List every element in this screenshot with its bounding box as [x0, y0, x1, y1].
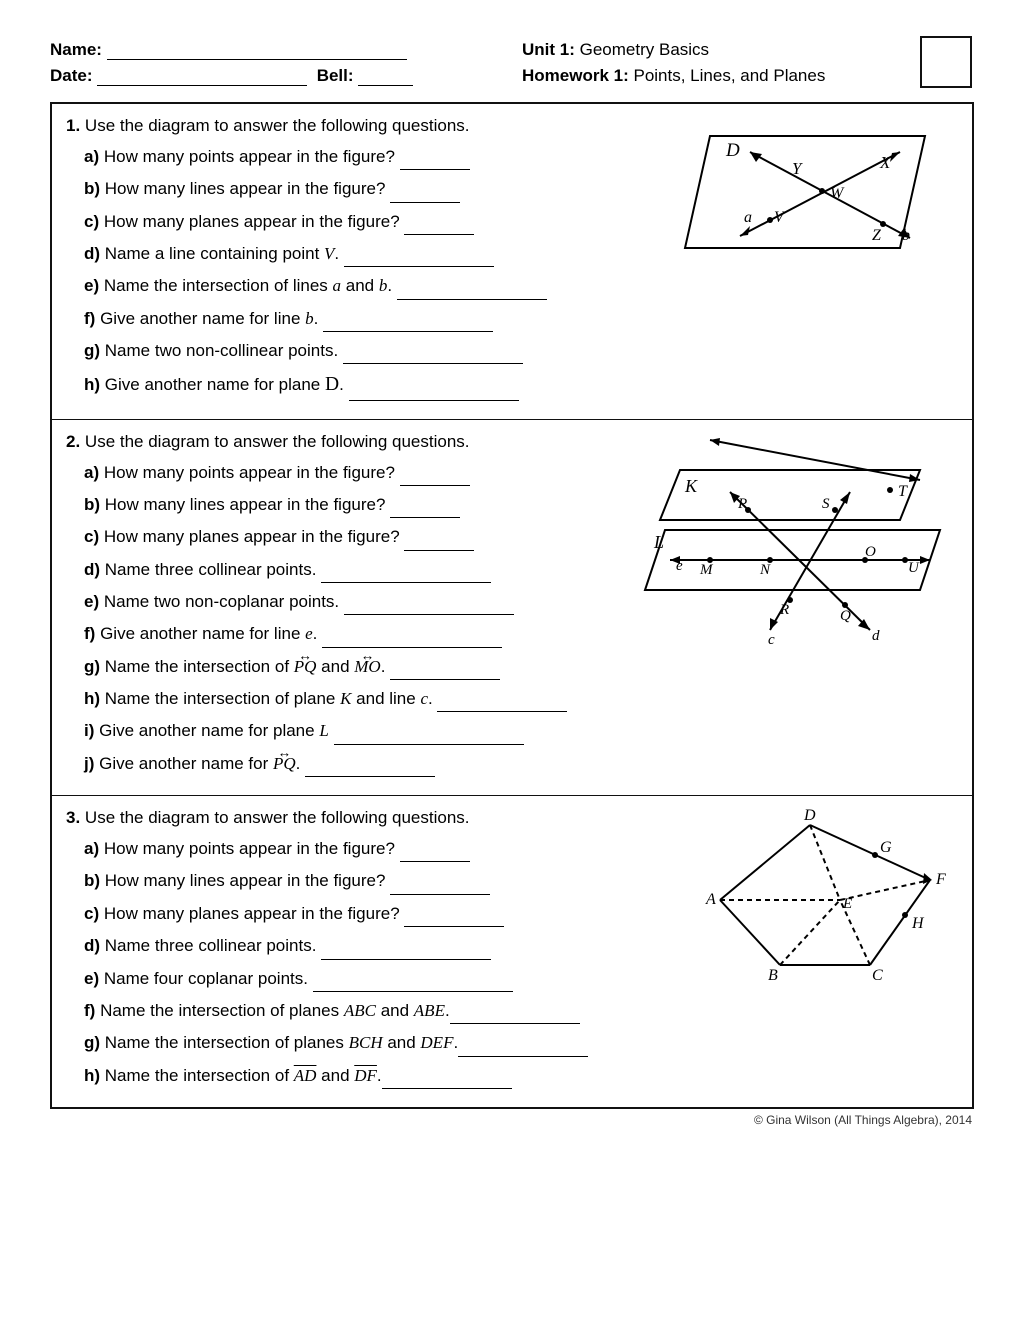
- page-number-box: [920, 36, 972, 88]
- q2-num: 2.: [66, 432, 80, 451]
- q2a-blank[interactable]: [400, 468, 470, 486]
- bell-blank[interactable]: [358, 68, 413, 86]
- q3-num: 3.: [66, 808, 80, 827]
- q1h-blank[interactable]: [349, 383, 519, 401]
- svg-text:G: G: [880, 839, 892, 856]
- q3d-blank[interactable]: [321, 942, 491, 960]
- q2d-blank[interactable]: [321, 565, 491, 583]
- q2f-blank[interactable]: [322, 630, 502, 648]
- svg-text:D: D: [725, 140, 740, 161]
- hw-label: Homework 1:: [522, 66, 629, 85]
- q3e-blank[interactable]: [313, 974, 513, 992]
- q3h-blank[interactable]: [382, 1071, 512, 1089]
- diagram-1: D Y X W V Z a b: [670, 118, 960, 268]
- q1g: Name two non-collinear points.: [105, 341, 338, 360]
- svg-text:a: a: [744, 209, 752, 226]
- svg-text:Z: Z: [872, 227, 882, 244]
- name-label: Name:: [50, 40, 102, 59]
- svg-text:Q: Q: [840, 608, 851, 624]
- svg-text:X: X: [879, 153, 891, 172]
- diagram-3: A B C D E F G H: [680, 800, 960, 1000]
- bell-label: Bell:: [317, 66, 354, 85]
- q3b-blank[interactable]: [390, 877, 490, 895]
- svg-text:O: O: [865, 544, 876, 560]
- svg-text:V: V: [774, 209, 786, 226]
- q2i-blank[interactable]: [334, 727, 524, 745]
- q1e-blank[interactable]: [397, 282, 547, 300]
- unit-label: Unit 1:: [522, 40, 575, 59]
- svg-text:B: B: [768, 967, 778, 984]
- q1g-blank[interactable]: [343, 346, 523, 364]
- svg-text:P: P: [737, 496, 747, 512]
- date-blank[interactable]: [97, 68, 307, 86]
- svg-text:U: U: [908, 560, 920, 576]
- q2b-blank[interactable]: [390, 500, 460, 518]
- q3c-blank[interactable]: [404, 909, 504, 927]
- svg-text:M: M: [699, 562, 714, 578]
- diagram-2: K L P S T M N O U R Q e c d: [640, 430, 960, 650]
- q2g-blank[interactable]: [390, 662, 500, 680]
- svg-text:T: T: [898, 483, 908, 500]
- svg-text:d: d: [872, 628, 880, 644]
- q1c-blank[interactable]: [404, 217, 474, 235]
- question-3: A B C D E F G H 3. Use the diagram to an…: [52, 796, 972, 1107]
- q1a-blank[interactable]: [400, 152, 470, 170]
- q2e-blank[interactable]: [344, 597, 514, 615]
- svg-text:e: e: [676, 558, 683, 574]
- q3-prompt: Use the diagram to answer the following …: [85, 808, 470, 827]
- q1b-blank[interactable]: [390, 185, 460, 203]
- svg-text:K: K: [684, 476, 698, 496]
- worksheet-box: D Y X W V Z a b 1. Use the diagram to an…: [50, 102, 974, 1109]
- date-label: Date:: [50, 66, 93, 85]
- svg-text:Y: Y: [792, 159, 803, 178]
- q2-prompt: Use the diagram to answer the following …: [85, 432, 470, 451]
- q1c: How many planes appear in the figure?: [104, 212, 400, 231]
- hw-title: Points, Lines, and Planes: [633, 66, 825, 85]
- svg-text:D: D: [803, 807, 816, 824]
- q1a: How many points appear in the figure?: [104, 147, 395, 166]
- q1b: How many lines appear in the figure?: [105, 179, 386, 198]
- q2c-blank[interactable]: [404, 533, 474, 551]
- svg-text:S: S: [822, 496, 830, 512]
- question-1: D Y X W V Z a b 1. Use the diagram to an…: [52, 104, 972, 420]
- q1-prompt: Use the diagram to answer the following …: [85, 116, 470, 135]
- svg-text:H: H: [911, 915, 925, 932]
- q1f-blank[interactable]: [323, 314, 493, 332]
- q1d-blank[interactable]: [344, 249, 494, 267]
- q2h-blank[interactable]: [437, 694, 567, 712]
- copyright-footer: © Gina Wilson (All Things Algebra), 2014: [50, 1113, 974, 1127]
- q3f-blank[interactable]: [450, 1006, 580, 1024]
- question-2: K L P S T M N O U R Q e c d 2. Use the d…: [52, 420, 972, 796]
- svg-text:c: c: [768, 632, 775, 648]
- svg-text:W: W: [830, 185, 845, 202]
- svg-text:C: C: [872, 967, 883, 984]
- q3g-blank[interactable]: [458, 1039, 588, 1057]
- header-row-1: Name: Unit 1: Geometry Basics: [50, 40, 974, 60]
- svg-text:R: R: [779, 602, 789, 618]
- header-row-2: Date: Bell: Homework 1: Points, Lines, a…: [50, 66, 974, 86]
- q1-num: 1.: [66, 116, 80, 135]
- q3a-blank[interactable]: [400, 844, 470, 862]
- svg-text:E: E: [842, 896, 852, 912]
- svg-text:L: L: [653, 532, 664, 552]
- svg-text:b: b: [902, 227, 910, 244]
- svg-text:N: N: [759, 562, 771, 578]
- q2j-blank[interactable]: [305, 759, 435, 777]
- svg-text:A: A: [705, 891, 716, 908]
- svg-text:F: F: [935, 871, 946, 888]
- name-blank[interactable]: [107, 42, 407, 60]
- unit-title: Geometry Basics: [580, 40, 709, 59]
